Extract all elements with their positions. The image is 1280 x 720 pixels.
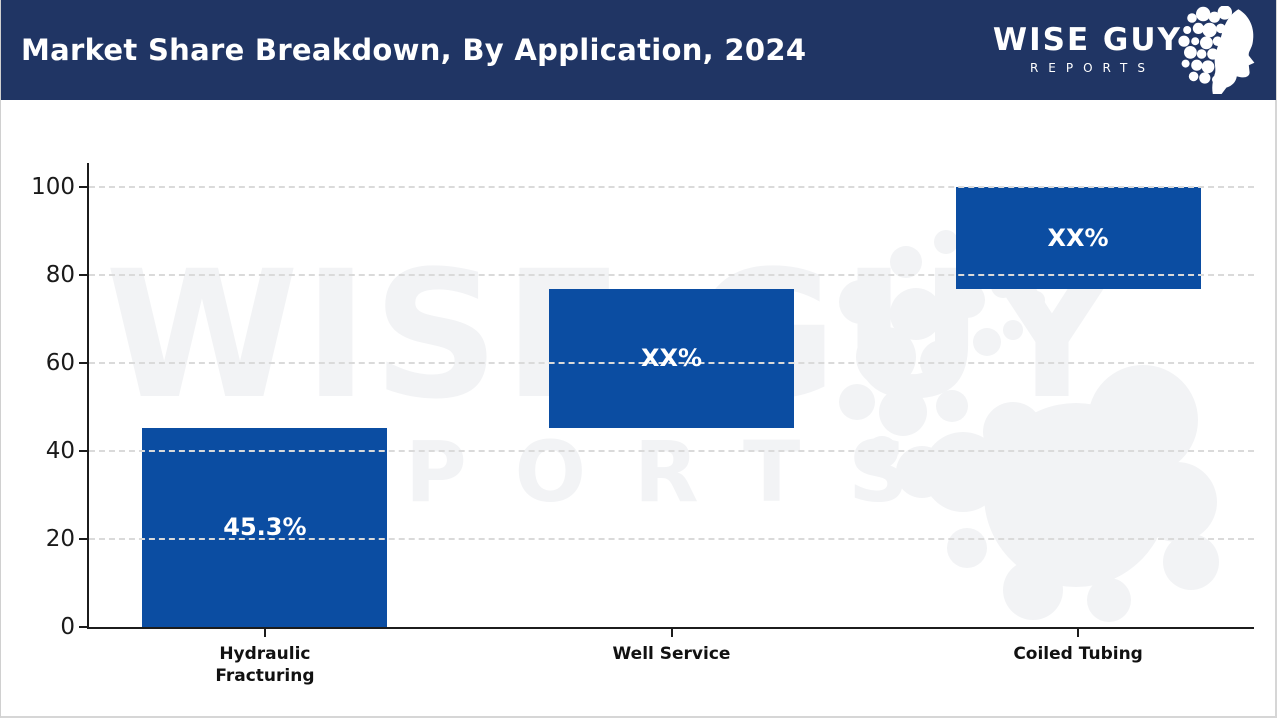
logo-text: WISE GUY REPORTS (992, 22, 1182, 76)
x-category-label: Well Service (612, 644, 731, 664)
x-category-label: Hydraulic Fracturing (215, 644, 315, 687)
x-tick-mark (1077, 629, 1080, 637)
chart-title: Market Share Breakdown, By Application, … (21, 33, 807, 67)
y-tick-mark (79, 450, 89, 452)
x-axis-spine (87, 627, 1254, 629)
y-tick-label: 60 (45, 350, 75, 376)
header: Market Share Breakdown, By Application, … (1, 0, 1276, 100)
y-axis-spine (87, 163, 89, 629)
logo-brand-top: WISE GUY (992, 22, 1182, 58)
y-tick-mark (79, 274, 89, 276)
y-tick-label: 20 (45, 526, 75, 552)
y-tick-label: 80 (45, 262, 75, 288)
plot-area: 0 20 40 60 80 100 45.3% Hydraulic Fracturing XX% W… (31, 163, 1254, 686)
gridline (89, 274, 1254, 276)
bar-value-label: XX% (640, 344, 703, 373)
logo-brand-bottom: REPORTS (1029, 61, 1155, 75)
gridline (89, 450, 1254, 452)
y-tick-mark (79, 362, 89, 364)
bar-segment (549, 289, 794, 428)
bar-value-label: XX% (1047, 224, 1109, 253)
y-tick-mark (79, 538, 89, 540)
bar-segment (955, 187, 1201, 290)
y-tick-mark (79, 626, 89, 628)
gridline (89, 186, 1254, 188)
gridline (89, 538, 1254, 540)
y-tick-label: 0 (60, 614, 75, 640)
bar-segment (142, 427, 388, 627)
x-tick-mark (263, 629, 266, 637)
bar-value-label: 45.3% (223, 513, 307, 542)
gridline (89, 362, 1254, 364)
x-category-label: Coiled Tubing (1013, 644, 1143, 664)
y-tick-label: 100 (31, 174, 75, 200)
dotted-head-profile-icon (1178, 6, 1255, 94)
x-tick-mark (670, 629, 673, 637)
y-tick-mark (79, 186, 89, 188)
wise-guy-logo: WISE GUY REPORTS (993, 6, 1258, 94)
y-tick-label: 40 (45, 438, 75, 464)
